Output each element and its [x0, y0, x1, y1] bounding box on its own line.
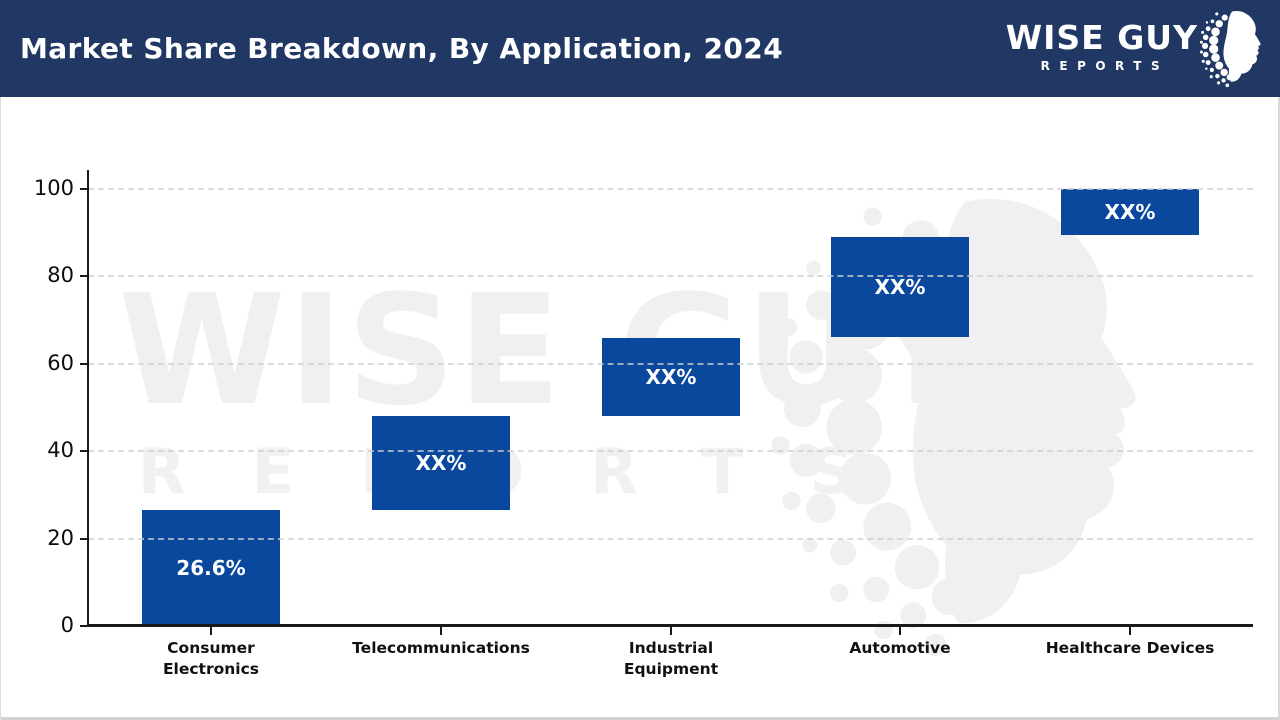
bar-value-label: XX% [645, 364, 697, 389]
x-axis-tick [670, 627, 672, 635]
x-axis-tick [899, 627, 901, 635]
y-axis-tick [80, 625, 88, 627]
y-tick-label: 60 [47, 350, 74, 375]
y-tick-label: 100 [33, 175, 74, 200]
x-category-label: Automotive [849, 639, 951, 657]
y-axis-tick [80, 450, 88, 452]
y-axis-tick [80, 187, 88, 190]
figure-bottom-border [0, 717, 1280, 720]
figure-left-border [0, 97, 1, 720]
bar-value-label: XX% [1104, 199, 1156, 224]
x-category-label: Consumer Electronics [162, 639, 260, 679]
gridline [88, 187, 1253, 190]
bar: XX% [1061, 188, 1199, 236]
bar: 26.6% [142, 509, 280, 626]
gridline [88, 450, 1253, 452]
brand-wordmark: WISE GUY REPORTS [1005, 18, 1198, 73]
gridline [88, 275, 1253, 277]
bar: XX% [831, 236, 969, 337]
y-axis-tick [80, 362, 88, 365]
brand-name: WISE GUY [1005, 18, 1198, 57]
x-category-label: Healthcare Devices [1045, 639, 1215, 657]
brand-logo: WISE GUY REPORTS [1006, 7, 1270, 91]
bar: XX% [602, 338, 740, 416]
x-axis-line [87, 624, 1253, 627]
x-axis-tick [1129, 627, 1131, 635]
x-category-label: Industrial Equipment [623, 639, 719, 679]
gridline [88, 362, 1253, 365]
y-tick-label: 80 [47, 263, 74, 287]
figure-right-border [1278, 97, 1280, 720]
wiseguy-head-icon [1200, 9, 1268, 89]
bar-value-label: XX% [874, 274, 926, 299]
header: Market Share Breakdown, By Application, … [0, 0, 1280, 97]
x-category-label: Telecommunications [352, 639, 530, 657]
bar: XX% [372, 416, 510, 510]
page-title: Market Share Breakdown, By Application, … [20, 32, 784, 65]
bar-value-label: XX% [415, 450, 467, 475]
y-tick-label: 20 [47, 525, 74, 550]
y-tick-label: 40 [47, 438, 74, 462]
y-axis-tick [80, 275, 88, 277]
y-axis-tick [80, 537, 88, 540]
x-axis-tick [440, 627, 442, 635]
y-axis-line [87, 170, 89, 626]
bar-value-label: 26.6% [176, 555, 246, 580]
x-axis-tick [210, 627, 212, 635]
chart-canvas: WISE GUY REPORTS 0 20 40 60 80 100 26.6% Consum… [0, 97, 1280, 720]
y-tick-label: 0 [60, 613, 74, 637]
gridline [88, 537, 1253, 540]
brand-subtitle: REPORTS [1040, 58, 1170, 73]
plot-area: 0 20 40 60 80 100 26.6% Consumer Electronics XX%… [0, 97, 1280, 720]
